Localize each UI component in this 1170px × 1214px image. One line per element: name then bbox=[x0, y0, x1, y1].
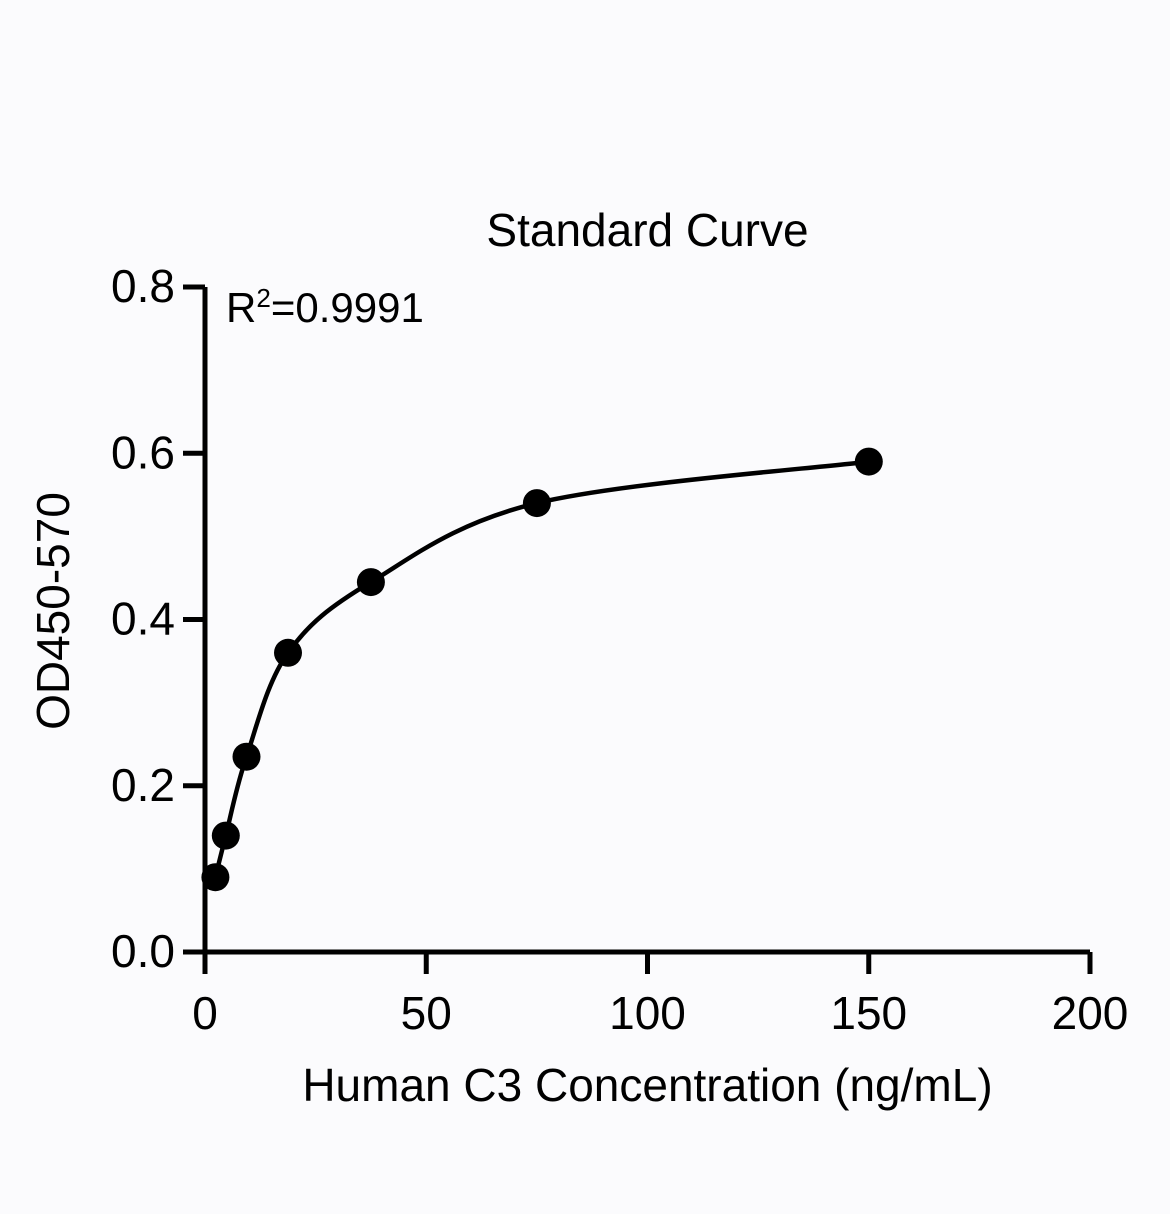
x-tick-label: 50 bbox=[401, 987, 452, 1039]
axes-spine bbox=[202, 287, 1090, 955]
data-point bbox=[232, 742, 261, 771]
x-tick-label: 200 bbox=[1052, 987, 1129, 1039]
data-point bbox=[854, 447, 883, 476]
fit-curve bbox=[213, 459, 872, 880]
x-axis-title: Human C3 Concentration (ng/mL) bbox=[302, 1059, 993, 1111]
r-squared-prefix: R bbox=[226, 284, 257, 331]
r-squared-value: =0.9991 bbox=[270, 284, 424, 331]
data-point bbox=[356, 568, 385, 597]
r-squared-superscript: 2 bbox=[256, 283, 271, 313]
y-tick-label: 0.4 bbox=[111, 593, 175, 645]
x-tick-label: 150 bbox=[830, 987, 907, 1039]
x-tick-label: 0 bbox=[192, 987, 218, 1039]
y-tick-label: 0.2 bbox=[111, 759, 175, 811]
data-point bbox=[211, 821, 240, 850]
data-point bbox=[522, 489, 551, 518]
data-point bbox=[274, 638, 302, 667]
x-tick-label: 100 bbox=[609, 987, 686, 1039]
data-point bbox=[201, 863, 230, 892]
y-tick-label: 0.0 bbox=[111, 925, 175, 977]
y-tick-label: 0.8 bbox=[111, 260, 175, 312]
chart-title: Standard Curve bbox=[486, 204, 809, 256]
r-squared-annotation: R2=0.9991 bbox=[226, 284, 424, 332]
y-tick-label: 0.6 bbox=[111, 426, 175, 478]
